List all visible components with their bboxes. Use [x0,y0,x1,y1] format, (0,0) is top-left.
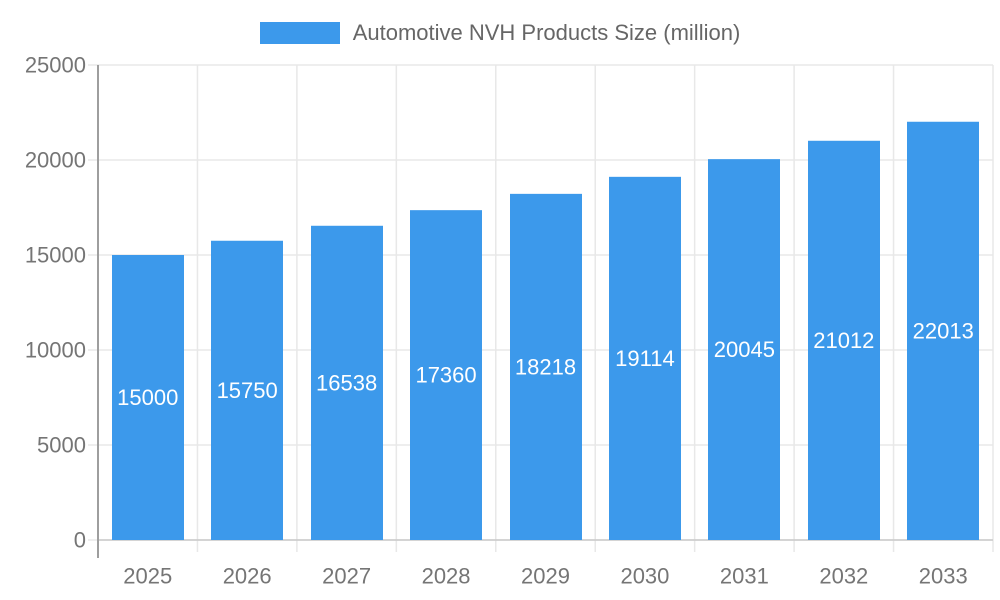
legend[interactable]: Automotive NVH Products Size (million) [0,20,1000,45]
y-tick-label: 10000 [25,338,86,363]
legend-label: Automotive NVH Products Size (million) [352,20,741,45]
x-tick-label: 2031 [720,564,769,589]
bar-2027[interactable] [311,225,383,540]
x-tick-label: 2032 [819,564,868,589]
legend-swatch-icon [259,22,340,44]
bar-2028[interactable] [410,210,482,540]
bar-value-label: 18218 [515,354,576,379]
y-tick-label: 0 [74,528,86,553]
x-tick-label: 2026 [223,564,272,589]
bar-2025[interactable] [112,255,184,540]
y-tick-label: 25000 [25,53,86,78]
x-tick-label: 2028 [422,564,471,589]
x-tick-label: 2025 [123,564,172,589]
bar-2032[interactable] [808,140,880,540]
bar-value-label: 15750 [217,378,278,403]
y-tick-label: 20000 [25,148,86,173]
bar-2026[interactable] [211,240,283,540]
bar-2029[interactable] [510,193,582,540]
bar-value-label: 16538 [316,370,377,395]
bar-2031[interactable] [708,159,780,540]
x-tick-label: 2027 [322,564,371,589]
bar-value-label: 17360 [415,363,476,388]
bar-value-label: 22013 [913,318,974,343]
bar-value-label: 21012 [813,328,874,353]
x-tick-label: 2033 [919,564,968,589]
bar-value-label: 15000 [117,385,178,410]
y-tick-label: 15000 [25,243,86,268]
x-tick-label: 2030 [620,564,669,589]
bar-value-label: 19114 [615,346,675,371]
y-tick-label: 5000 [37,433,86,458]
bar-2033[interactable] [907,121,979,541]
x-tick-label: 2029 [521,564,570,589]
bar-value-label: 20045 [714,337,775,362]
bar-2030[interactable] [609,176,681,541]
